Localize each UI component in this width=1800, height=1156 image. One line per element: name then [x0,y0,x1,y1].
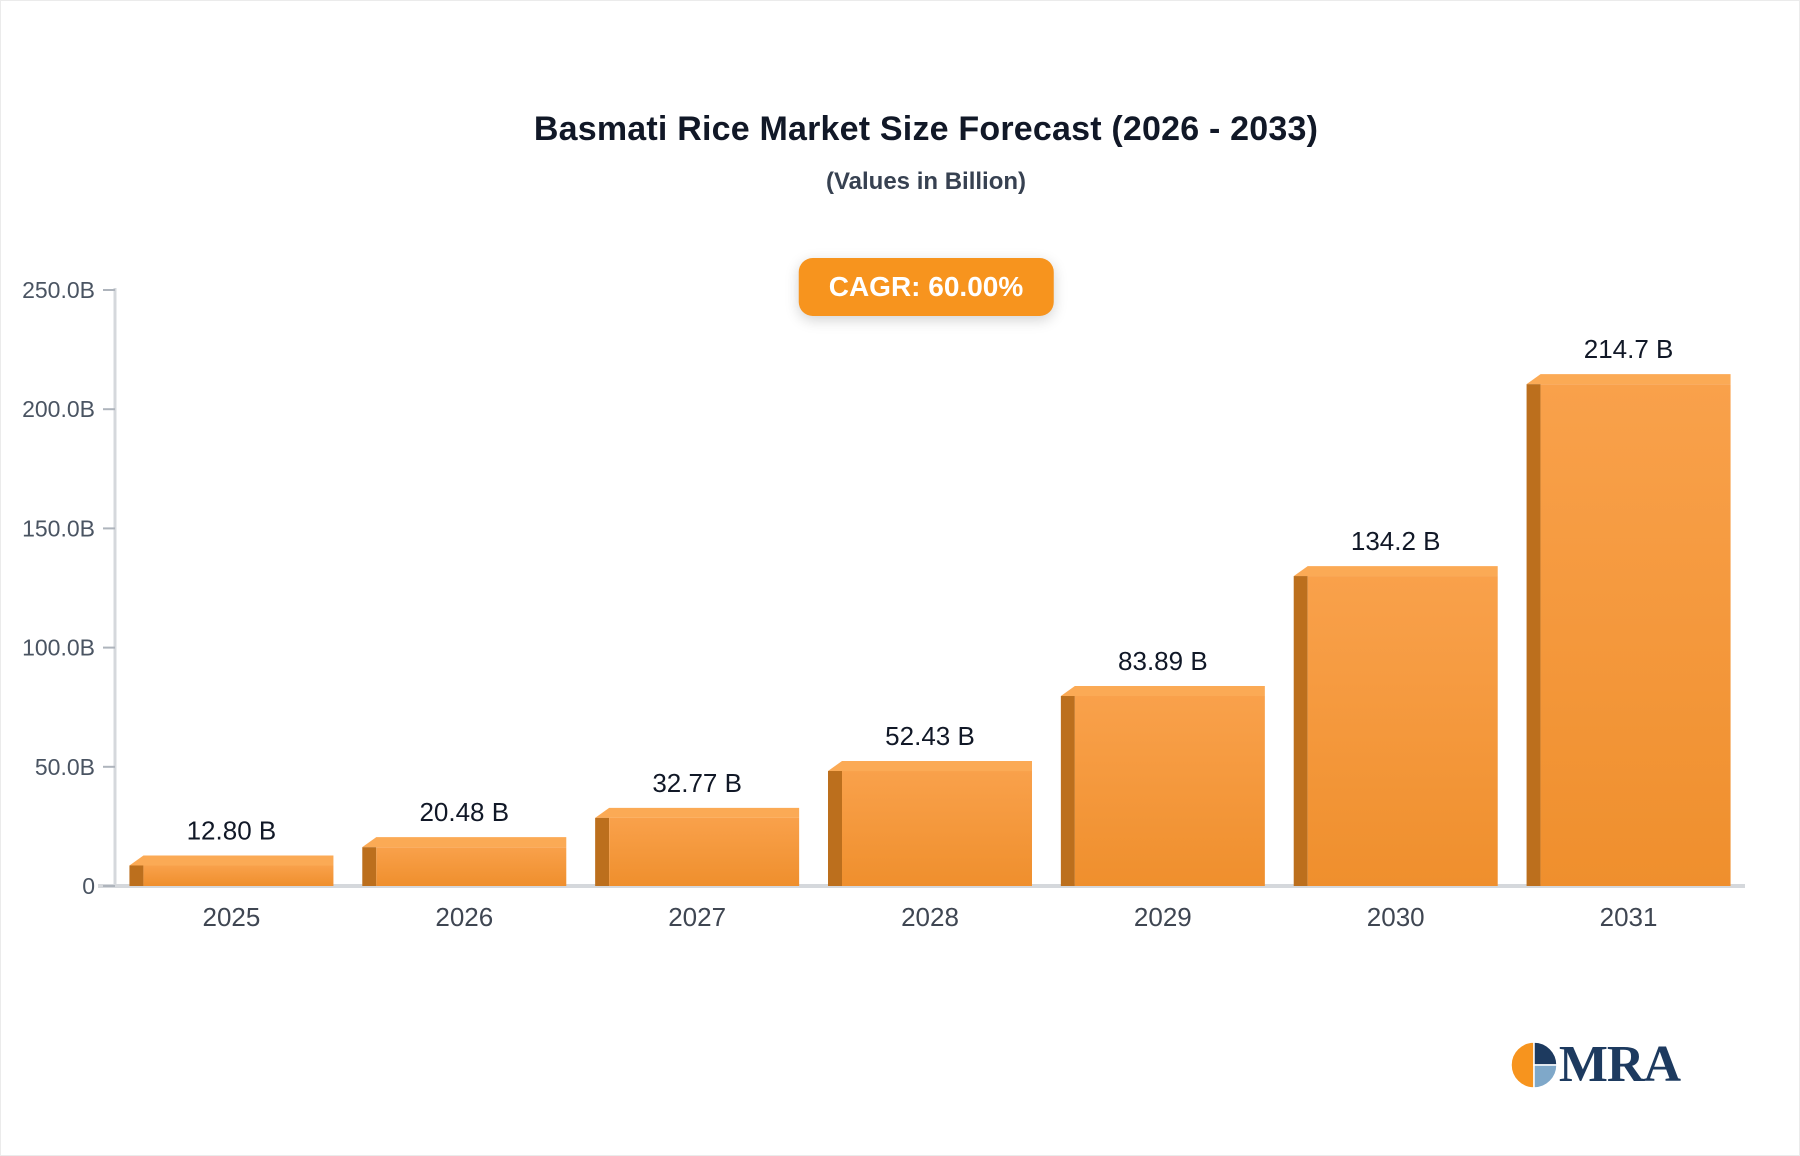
logo-slice-navy [1533,1041,1558,1066]
bar-top-face [362,837,567,848]
bar-side-face [828,771,842,886]
bar-value-label: 20.48 B [419,797,509,827]
bar-side-face [595,817,610,886]
bar-front-face [1074,696,1265,886]
bar-front-face [1540,384,1731,886]
pie-chart-icon [1510,1041,1558,1089]
bar-top-face [129,855,334,866]
bar-top-face [1060,686,1265,697]
bar-top-face [595,807,800,818]
bar-side-face [1060,696,1075,886]
y-axis-label: 250.0B [22,277,95,303]
bar-value-label: 32.77 B [652,768,742,798]
logo-slice-blue [1533,1064,1558,1089]
bar-front-face [143,865,334,886]
bar-group-2031: 214.7 B [1526,334,1731,886]
bar-value-label: 12.80 B [187,815,277,845]
y-axis-label: 50.0B [35,754,95,780]
x-axis-label: 2030 [1367,902,1425,932]
bar-value-label: 52.43 B [885,721,975,751]
brand-logo: MRA [1507,1036,1681,1093]
bar-value-label: 83.89 B [1118,646,1208,676]
bar-group-2025: 12.80 B [129,815,334,886]
bar-group-2026: 20.48 B [362,797,567,886]
chart-title: Basmati Rice Market Size Forecast (2026 … [533,110,1319,148]
bar-front-face [842,771,1032,886]
bar-top-face [1526,374,1731,385]
x-axis-label: 2027 [668,902,726,932]
x-axis-label: 2029 [1134,902,1192,932]
y-axis-label: 0 [82,873,95,899]
bar-group-2030: 134.2 B [1293,526,1498,886]
x-axis-label: 2026 [435,902,493,932]
bar-side-face [362,847,377,886]
bar-value-label: 214.7 B [1584,334,1674,364]
bar-side-face [129,865,144,886]
logo-slice-orange [1510,1041,1535,1089]
bar-group-2028: 52.43 B [828,721,1032,886]
y-axis-label: 200.0B [22,396,95,422]
bar-front-face [376,847,567,886]
bar-value-label: 134.2 B [1351,526,1441,556]
bar-group-2027: 32.77 B [595,768,800,886]
cagr-badge: CAGR: 60.00% [798,258,1054,316]
chart-subtitle: (Values in Billion) [825,168,1027,195]
bar-top-face [828,761,1032,772]
x-axis-label: 2028 [901,902,959,932]
bar-front-face [1307,576,1498,886]
bar-top-face [1293,566,1498,577]
x-axis-label: 2025 [203,902,261,932]
bar-front-face [609,817,800,886]
x-axis-label: 2031 [1600,902,1658,932]
bar-side-face [1293,576,1308,886]
y-axis-label: 150.0B [22,515,95,541]
bar-side-face [1526,384,1541,886]
y-axis-label: 100.0B [22,635,95,661]
brand-logo-text: MRA [1558,1036,1681,1093]
bar-group-2029: 83.89 B [1060,646,1265,886]
